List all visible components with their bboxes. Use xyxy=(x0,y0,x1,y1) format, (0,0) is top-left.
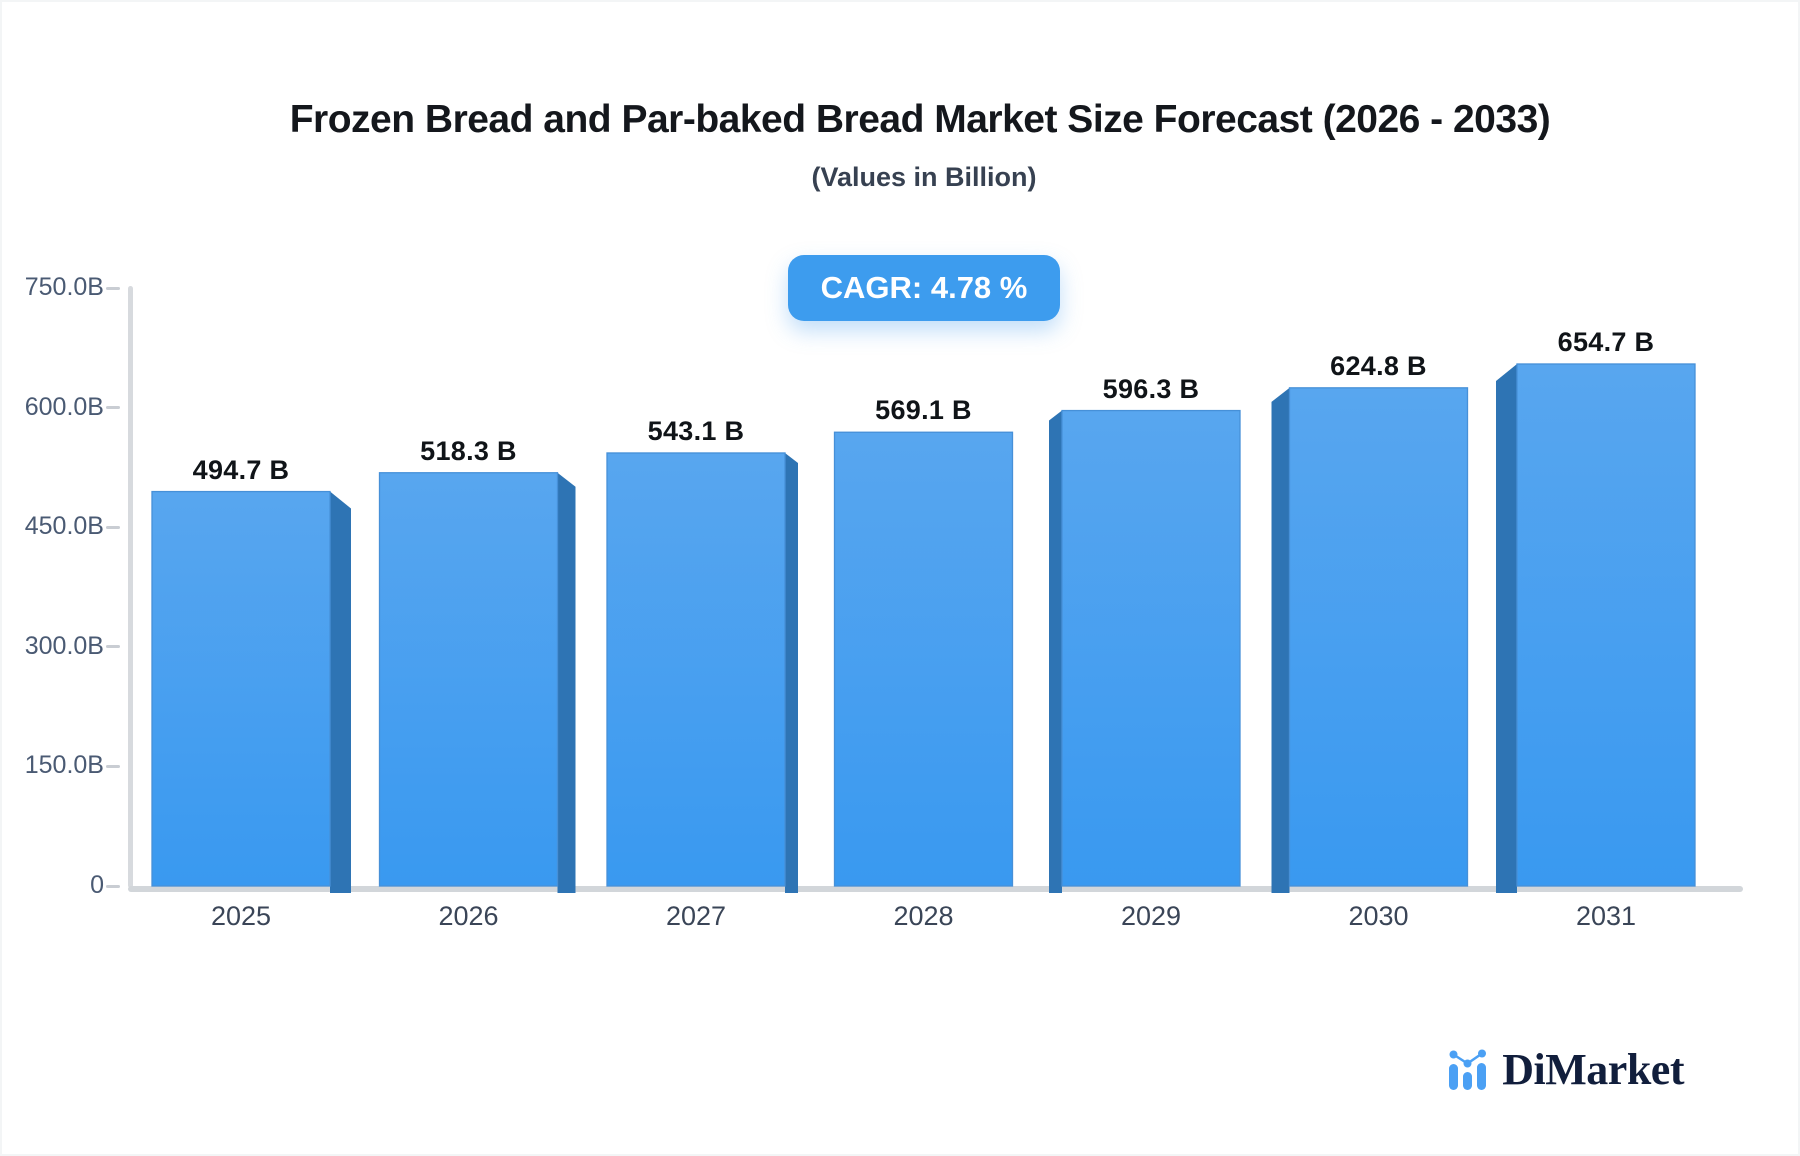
x-axis-label-2027: 2027 xyxy=(665,901,727,931)
bar-2029 xyxy=(1061,409,1241,887)
y-axis-tick xyxy=(106,764,120,768)
x-axis-label-2026: 2026 xyxy=(438,901,499,931)
x-axis-label-2031: 2031 xyxy=(1575,901,1637,931)
bar-2028 xyxy=(833,431,1014,887)
bar-value-label-2026: 518.3 B xyxy=(420,435,517,466)
bar-2027 xyxy=(606,452,786,887)
chart-subtitle: (Values in Billion) xyxy=(811,162,1037,192)
bar-value-label-2028: 569.1 B xyxy=(875,395,972,426)
x-axis-label-2028: 2028 xyxy=(893,901,954,931)
bar-side-2029 xyxy=(1049,410,1062,893)
bar-side-2030 xyxy=(1271,387,1290,893)
y-axis-tick xyxy=(106,525,120,529)
chart-title: Frozen Bread and Par-baked Bread Market … xyxy=(289,98,1551,141)
y-axis-label: 150.0B xyxy=(24,751,104,780)
bar-side-2025 xyxy=(330,491,351,893)
cagr-badge: CAGR: 4.78 % xyxy=(788,255,1060,321)
bar-value-label-2025: 494.7 B xyxy=(192,454,290,485)
y-axis-label: 450.0B xyxy=(24,512,104,541)
bar-side-2031 xyxy=(1496,363,1517,894)
brand-logo: DiMarket xyxy=(1449,1040,1684,1092)
bar-value-label-2031: 654.7 B xyxy=(1557,326,1655,357)
bar-line-chart-icon xyxy=(1449,1049,1487,1090)
brand-name: DiMarket xyxy=(1502,1045,1684,1094)
bar-2026 xyxy=(378,472,559,887)
bar-value-label-2027: 543.1 B xyxy=(647,415,745,446)
x-axis-label-2025: 2025 xyxy=(210,901,272,931)
bar-side-2027 xyxy=(785,452,798,893)
y-axis-label: 300.0B xyxy=(24,631,104,660)
y-axis-line xyxy=(128,286,133,888)
bar-value-label-2029: 596.3 B xyxy=(1102,373,1200,404)
y-axis-label: 600.0B xyxy=(24,392,104,421)
y-axis-tick xyxy=(106,406,120,410)
y-axis-tick xyxy=(106,645,120,649)
x-axis-label-2029: 2029 xyxy=(1120,901,1182,931)
y-axis-tick xyxy=(106,884,120,888)
y-axis-tick xyxy=(106,286,120,290)
bar-2025 xyxy=(151,490,331,887)
y-axis-label: 0 xyxy=(90,871,104,899)
bar-value-label-2030: 624.8 B xyxy=(1330,350,1427,381)
bar-2031 xyxy=(1516,363,1696,887)
x-axis-line xyxy=(128,886,1743,892)
x-axis-label-2030: 2030 xyxy=(1348,901,1409,931)
bar-side-2026 xyxy=(557,472,576,893)
cagr-badge-label: CAGR: 4.78 % xyxy=(820,270,1028,305)
y-axis-label: 750.0B xyxy=(24,273,104,301)
bar-2030 xyxy=(1288,387,1469,887)
